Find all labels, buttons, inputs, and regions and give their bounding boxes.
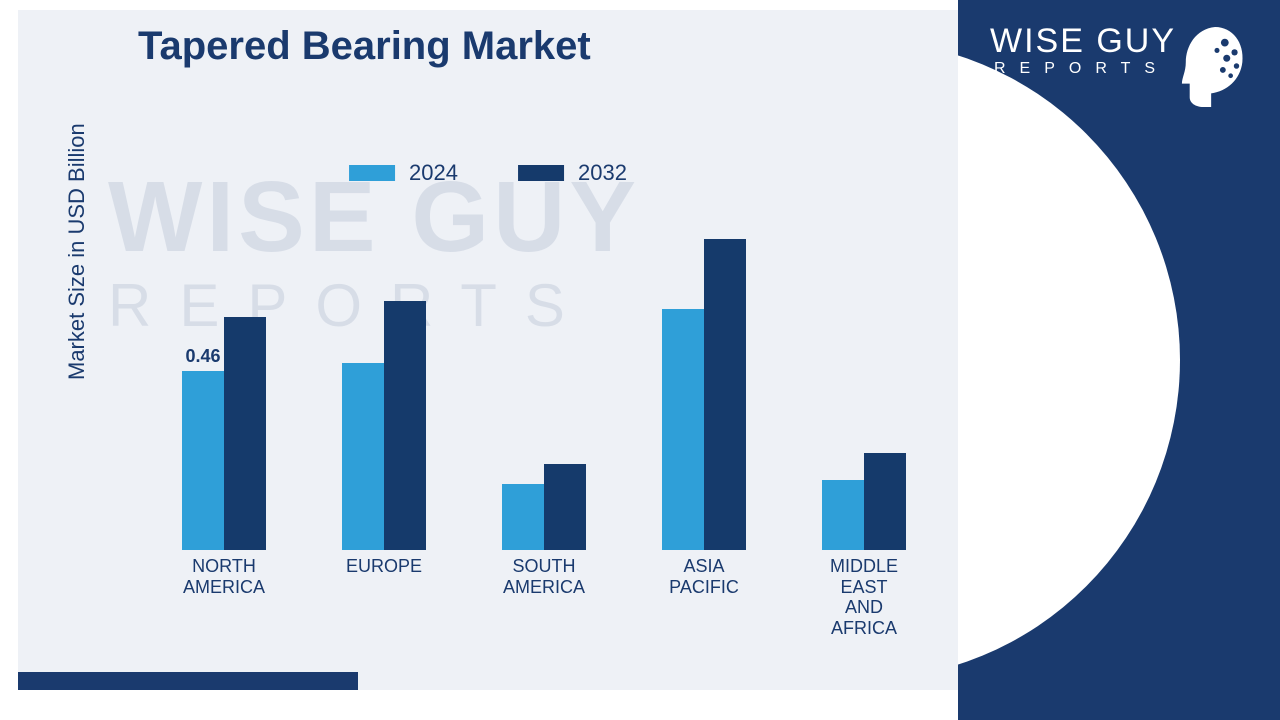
legend: 2024 2032 [349,160,627,186]
bar-2032 [704,239,746,550]
legend-label-2024: 2024 [409,160,458,186]
plot-area: 0.46 [128,200,928,550]
bar-2032 [544,464,586,550]
x-label: MIDDLEEASTANDAFRICA [794,556,934,639]
legend-label-2032: 2032 [578,160,627,186]
stage: Tapered Bearing Market WISE GUY REPORTS … [0,0,1280,720]
brand-logo: WISE GUY REPORTS [990,24,1250,114]
bottom-accent-bar [18,672,358,690]
bar-2024 [662,309,704,550]
value-label: 0.46 [185,346,220,367]
legend-item-2032: 2032 [518,160,627,186]
chart-title: Tapered Bearing Market [138,24,591,69]
legend-swatch-2024 [349,165,395,181]
bar-2032 [224,317,266,550]
bar-2024 [182,371,224,550]
y-axis-label: Market Size in USD Billion [64,123,90,380]
x-label: ASIAPACIFIC [634,556,774,597]
brand-head-icon [1178,22,1256,112]
x-label: SOUTHAMERICA [474,556,614,597]
bar-2024 [822,480,864,550]
bar-2032 [864,453,906,550]
legend-swatch-2032 [518,165,564,181]
bar-2024 [342,363,384,550]
bar-2024 [502,484,544,550]
chart-panel: Tapered Bearing Market WISE GUY REPORTS … [18,10,958,690]
x-label: EUROPE [314,556,454,577]
x-label: NORTHAMERICA [154,556,294,597]
legend-item-2024: 2024 [349,160,458,186]
bar-2032 [384,301,426,550]
